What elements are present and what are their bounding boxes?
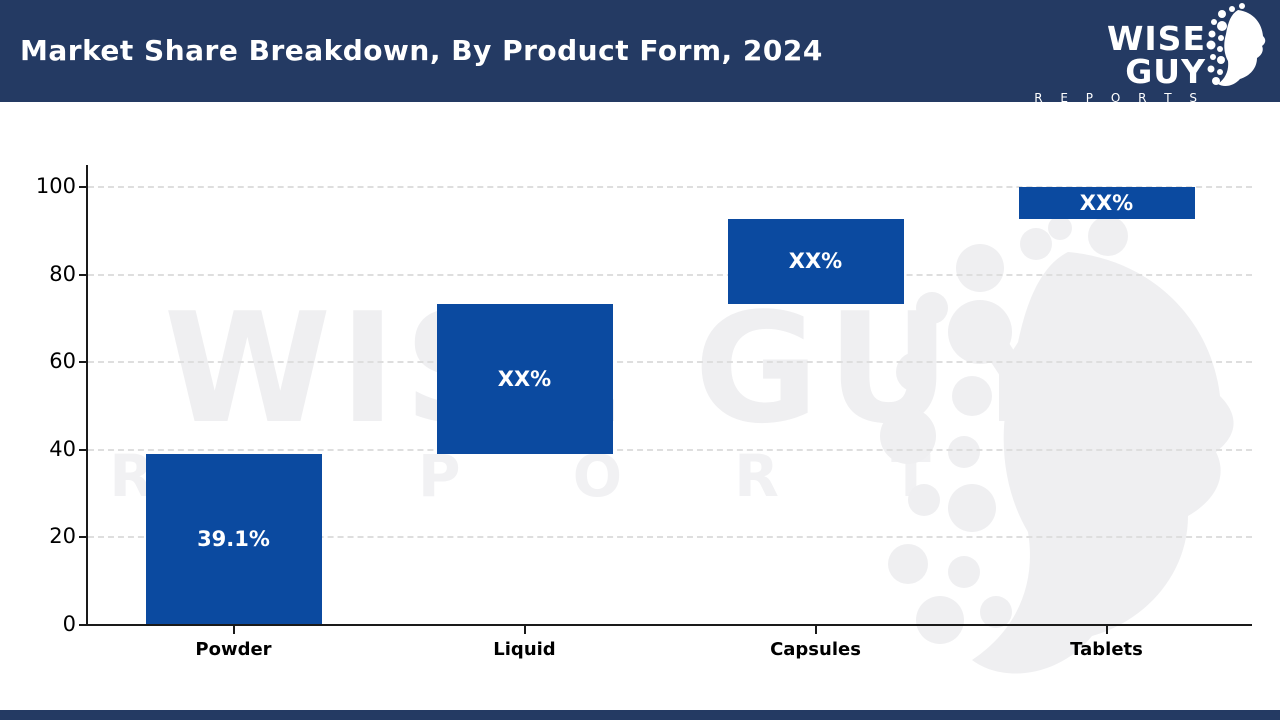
x-tickmark-liquid [523,626,526,634]
x-axis-line [86,624,1252,626]
logo-text: WISE GUY R E P O R T S [1016,22,1206,105]
bar-value-label-tablets: XX% [1079,190,1134,215]
x-tickmark-capsules [814,626,817,634]
logo-face-icon [1206,3,1266,87]
bar-value-label-powder: 39.1% [197,527,270,552]
bar-powder: 39.1% [145,453,322,625]
gridline-100 [88,186,1252,188]
footer-bar [0,710,1280,720]
y-tick-label-100: 100 [35,174,76,198]
bar-capsules: XX% [727,218,904,304]
gridline-20 [88,536,1252,539]
y-tickmark-60 [79,361,87,364]
category-label-liquid: Liquid [493,639,556,660]
bar-tablets: XX% [1018,187,1195,219]
chart-title: Market Share Breakdown, By Product Form,… [20,34,823,67]
y-tick-label-80: 80 [49,261,76,286]
x-tickmark-tablets [1105,626,1108,634]
y-tick-label-40: 40 [49,436,76,461]
bar-liquid: XX% [436,303,613,454]
gridline-60 [88,361,1252,364]
y-tickmark-100 [79,186,87,188]
gridline-80 [88,273,1252,276]
wise-guy-reports-logo: WISE GUY R E P O R T S [1016,0,1266,105]
y-tick-label-0: 0 [62,612,76,636]
header-bar: Market Share Breakdown, By Product Form,… [0,0,1280,105]
y-tick-label-20: 20 [49,524,76,549]
y-tickmark-20 [79,536,87,539]
category-label-capsules: Capsules [770,639,861,660]
y-tickmark-40 [79,448,87,451]
logo-subtitle: R E P O R T S [1034,91,1204,105]
logo-wordmark: WISE GUY [1107,19,1206,91]
x-tickmark-powder [232,626,235,634]
y-tick-label-60: 60 [49,349,76,374]
y-axis-line [86,165,88,626]
gridline-40 [88,448,1252,451]
category-label-tablets: Tablets [1070,639,1143,660]
y-tickmark-80 [79,273,87,276]
y-tickmark-0 [79,624,87,626]
category-label-powder: Powder [195,639,272,660]
bar-value-label-liquid: XX% [497,366,552,391]
bar-value-label-capsules: XX% [788,249,843,274]
